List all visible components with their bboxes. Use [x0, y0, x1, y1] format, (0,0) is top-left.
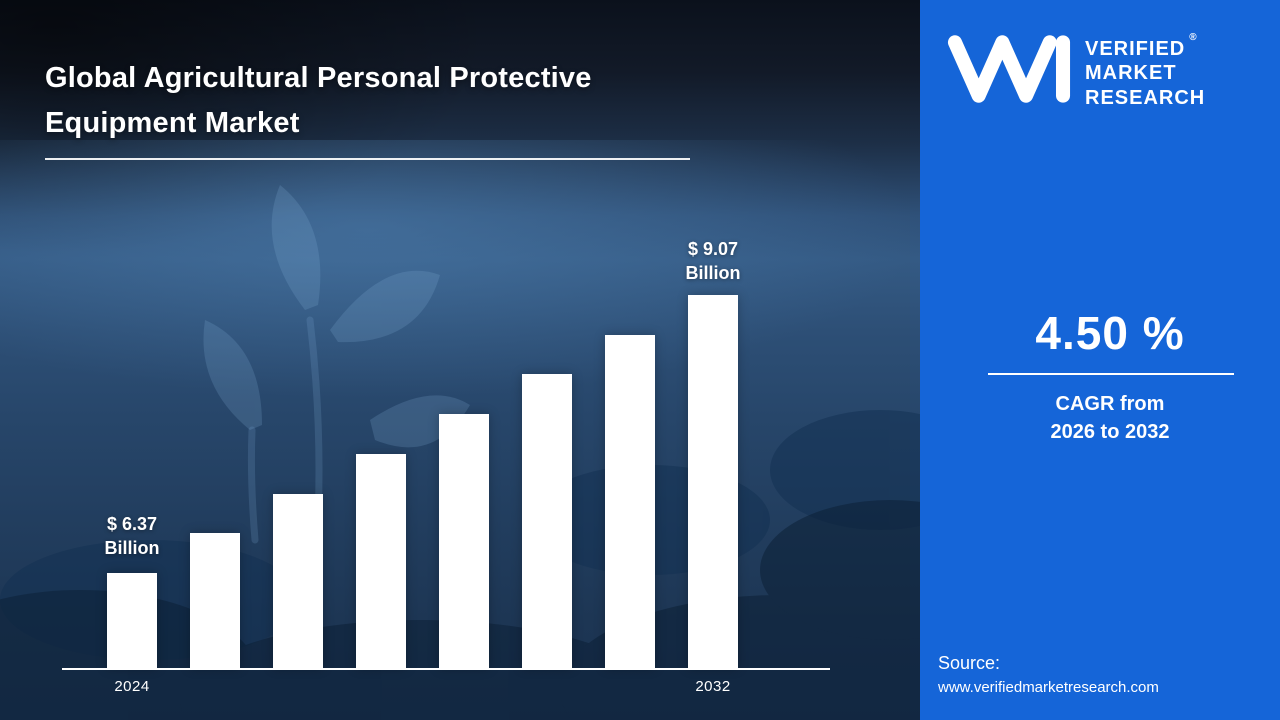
bar-value-last-unit: Billion — [685, 263, 741, 284]
x-tick-first: 2024 — [114, 678, 150, 695]
chart-panel: Global Agricultural Personal Protective … — [0, 0, 920, 720]
cagr-caption-line1: CAGR from — [1055, 393, 1165, 415]
x-tick-last: 2032 — [695, 678, 731, 695]
bar-5 — [439, 414, 489, 668]
bar-4 — [356, 454, 406, 668]
bars — [107, 295, 738, 668]
bar-7 — [605, 335, 655, 668]
bar-value-first-amount: $ 6.37 — [106, 514, 158, 534]
source-block: Source: www.verifiedmarketresearch.com — [938, 653, 1159, 696]
source-url: www.verifiedmarketresearch.com — [938, 679, 1159, 696]
cagr-caption: CAGR from 2026 to 2032 — [980, 390, 1240, 446]
title-block: Global Agricultural Personal Protective … — [45, 56, 745, 160]
bar-value-first-unit: Billion — [104, 538, 160, 559]
bar-value-label-first: $ 6.37 Billion — [105, 512, 160, 561]
brand-name: VERIFIED® MARKET RESEARCH — [1085, 32, 1205, 110]
bar-3 — [273, 494, 323, 668]
brand-word-verified: VERIFIED — [1085, 38, 1186, 60]
brand-name-line1: VERIFIED® — [1085, 32, 1205, 61]
brand-name-line2: MARKET — [1085, 62, 1177, 85]
title-underline — [45, 157, 690, 160]
bar-2 — [190, 533, 240, 668]
brand-panel: VERIFIED® MARKET RESEARCH 4.50 % CAGR fr… — [920, 0, 1280, 720]
source-label: Source: — [938, 653, 1001, 673]
registered-trademark-icon: ® — [1189, 32, 1198, 44]
bar-1 — [107, 573, 157, 668]
brand-logo: VERIFIED® MARKET RESEARCH — [946, 32, 1205, 110]
brand-name-line3: RESEARCH — [1085, 86, 1206, 109]
page-title: Global Agricultural Personal Protective … — [45, 62, 592, 139]
bar-value-label-last: $ 9.07 Billion — [686, 237, 741, 286]
vmr-logo-icon — [947, 35, 1071, 103]
bar-value-last-amount: $ 9.07 — [687, 239, 739, 259]
cagr-value: 4.50 % — [1035, 307, 1185, 359]
bar-8 — [688, 295, 738, 668]
cagr-caption-line2: 2026 to 2032 — [1050, 421, 1170, 443]
x-axis-line — [62, 668, 830, 670]
cagr-divider — [988, 373, 1234, 375]
bar-6 — [522, 374, 572, 668]
